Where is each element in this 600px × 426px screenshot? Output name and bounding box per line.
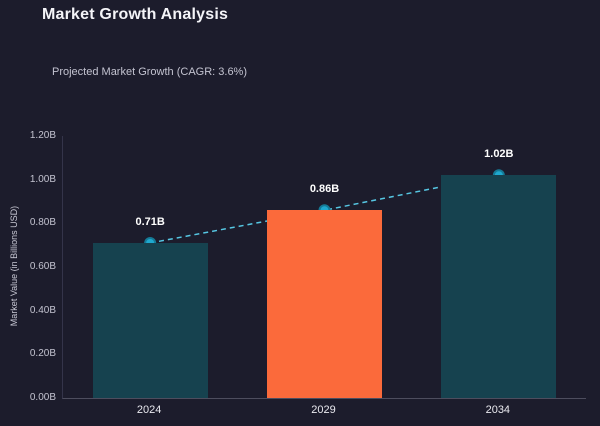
y-tick-label: 1.20B bbox=[29, 130, 56, 141]
chart-subtitle: Projected Market Growth (CAGR: 3.6%) bbox=[52, 66, 248, 78]
y-tick-label: 0.20B bbox=[29, 348, 56, 360]
x-tick-label: 2024 bbox=[136, 404, 162, 416]
plot-area: 0.71B 0.86B 1.02B bbox=[62, 136, 586, 399]
chart-title: Market Growth Analysis bbox=[42, 6, 229, 23]
bar-value-label: 1.02B bbox=[484, 148, 514, 161]
y-tick-label: 0.40B bbox=[29, 304, 56, 316]
x-tick-label: 2029 bbox=[311, 404, 336, 416]
bar-value-label: 0.86B bbox=[309, 183, 340, 196]
y-tick-label: 1.00B bbox=[29, 173, 56, 185]
bar-2029 bbox=[266, 210, 383, 398]
bar-2024 bbox=[92, 242, 208, 398]
bar-value-label: 0.71B bbox=[135, 215, 165, 228]
y-tick-label: 0.00B bbox=[29, 392, 56, 403]
y-tick-label: 0.60B bbox=[29, 261, 56, 272]
x-tick-label: 2034 bbox=[485, 404, 511, 416]
bar-2034 bbox=[441, 175, 557, 398]
y-tick-label: 0.80B bbox=[29, 217, 56, 229]
